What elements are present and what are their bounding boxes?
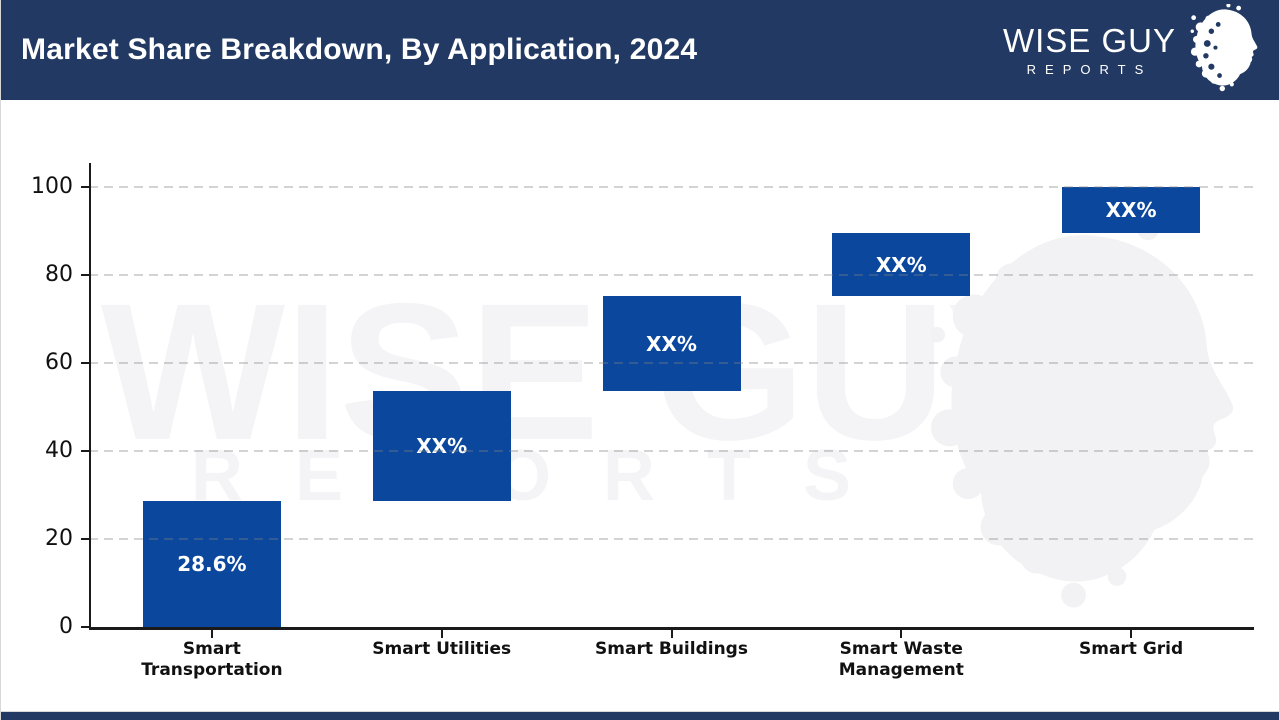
x-tick-mark <box>440 630 443 638</box>
bar-value-label: XX% <box>646 331 697 356</box>
bar: 28.6% <box>142 501 281 627</box>
x-tick-label: Smart Buildings <box>595 639 748 659</box>
bar: XX% <box>832 233 971 297</box>
y-tick-label: 40 <box>45 438 73 463</box>
x-tick-label: Smart Utilities <box>372 639 512 659</box>
footer-divider <box>1 711 1279 712</box>
bar: XX% <box>372 391 511 502</box>
bar: XX% <box>1062 187 1201 234</box>
y-axis-line <box>89 163 91 630</box>
x-tick-mark <box>670 630 673 638</box>
y-tick-label: 0 <box>59 614 73 639</box>
y-tick-mark <box>81 538 89 540</box>
x-axis-line <box>89 627 1254 630</box>
bar-value-label: XX% <box>1105 198 1157 223</box>
y-tick-mark <box>81 626 89 628</box>
y-tick-mark <box>81 274 89 276</box>
brand-logo: WISE GUY REPORTS <box>1003 0 1271 100</box>
brand-face-icon <box>1190 4 1258 92</box>
y-tick-mark <box>81 186 89 188</box>
y-tick-label: 80 <box>45 262 73 287</box>
brand-name: WISE GUY <box>1002 22 1176 59</box>
y-tick-mark <box>81 450 89 452</box>
x-tick-label: Smart Transportation <box>141 639 283 680</box>
bar-value-label: XX% <box>875 252 927 277</box>
gridline <box>89 450 1254 452</box>
y-tick-label: 60 <box>45 350 73 375</box>
bar-value-label: XX% <box>416 434 468 459</box>
gridline <box>89 186 1254 188</box>
brand-subtitle: REPORTS <box>1026 62 1153 77</box>
bar: XX% <box>602 296 741 392</box>
y-tick-label: 20 <box>45 526 73 551</box>
x-tick-mark <box>210 630 213 638</box>
brand-logo-text: WISE GUY REPORTS <box>1003 22 1176 77</box>
y-tick-label: 100 <box>31 174 73 199</box>
gridline <box>89 362 1254 364</box>
bar-value-label: 28.6% <box>177 552 247 577</box>
x-tick-label: Smart Waste Management <box>838 639 964 680</box>
page-title: Market Share Breakdown, By Application, … <box>21 33 698 66</box>
gridline <box>89 274 1254 276</box>
x-tick-mark <box>1130 630 1133 638</box>
y-tick-mark <box>81 362 89 364</box>
footer-bar <box>1 712 1279 720</box>
gridline <box>89 538 1254 540</box>
header-bar: Market Share Breakdown, By Application, … <box>1 0 1279 100</box>
x-tick-label: Smart Grid <box>1078 639 1184 659</box>
x-tick-mark <box>900 630 903 638</box>
